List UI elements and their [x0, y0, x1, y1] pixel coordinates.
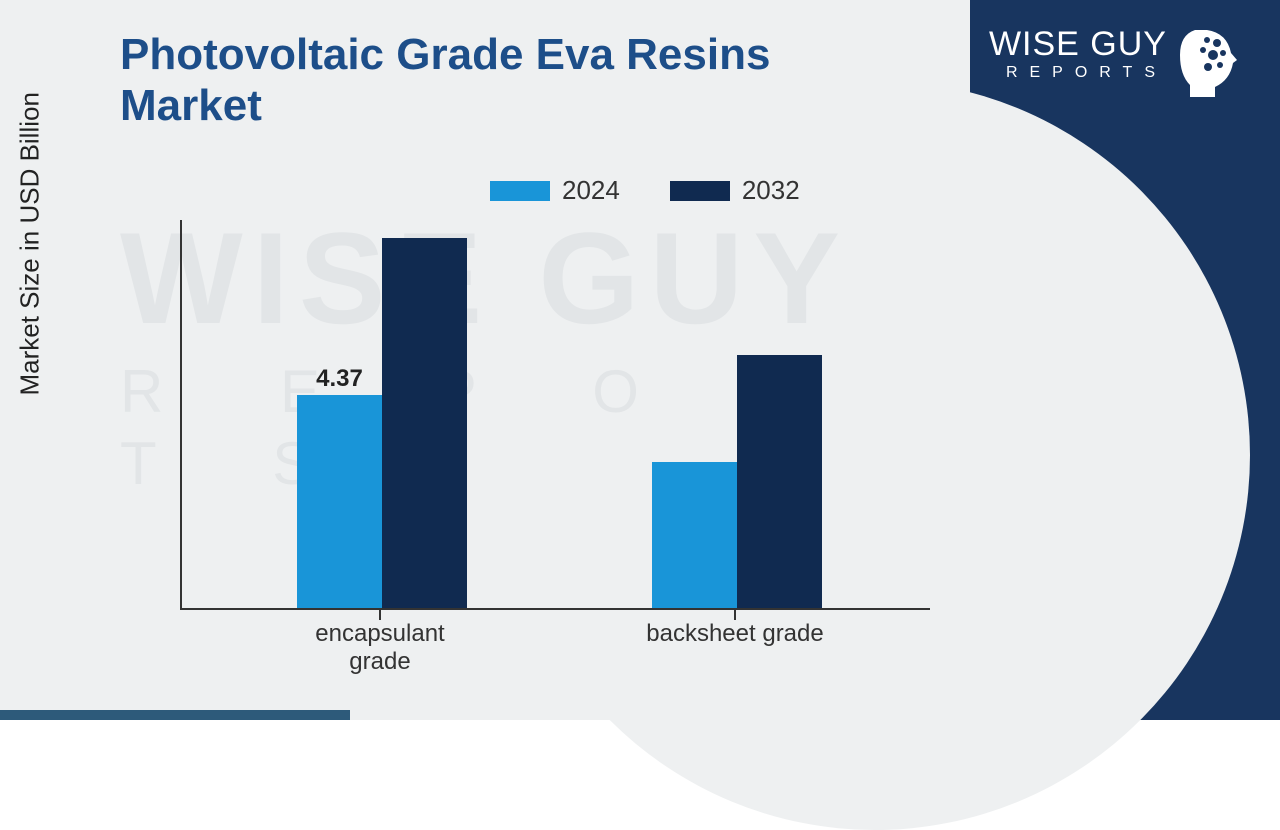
bar-group: 4.37 [297, 238, 467, 609]
plot-area: 4.37 [180, 220, 930, 610]
x-tick [379, 610, 381, 620]
brand-logo: WISE GUY REPORTS [989, 25, 1240, 100]
legend-swatch-2032 [670, 181, 730, 201]
bar-chart: 4.37 encapsulant gradebacksheet grade [120, 220, 940, 650]
logo-sub-text: REPORTS [989, 64, 1167, 82]
bar [737, 355, 822, 609]
x-axis-label: encapsulant grade [290, 620, 470, 676]
x-tick [734, 610, 736, 620]
y-axis-label: Market Size in USD Billion [15, 92, 46, 395]
bar [382, 238, 467, 609]
legend: 2024 2032 [490, 175, 800, 206]
bar-group [652, 355, 822, 609]
x-axis-label: backsheet grade [645, 620, 825, 648]
legend-swatch-2024 [490, 181, 550, 201]
logo-main-text: WISE GUY [989, 25, 1167, 64]
legend-label-2032: 2032 [742, 175, 800, 206]
bottom-accent-bar [0, 710, 350, 720]
legend-item: 2024 [490, 175, 620, 206]
bar [652, 462, 737, 608]
bar: 4.37 [297, 395, 382, 608]
logo-head-icon [1175, 25, 1240, 100]
legend-item: 2032 [670, 175, 800, 206]
page-title: Photovoltaic Grade Eva Resins Market [120, 30, 820, 131]
bar-value-label: 4.37 [316, 365, 363, 393]
legend-label-2024: 2024 [562, 175, 620, 206]
